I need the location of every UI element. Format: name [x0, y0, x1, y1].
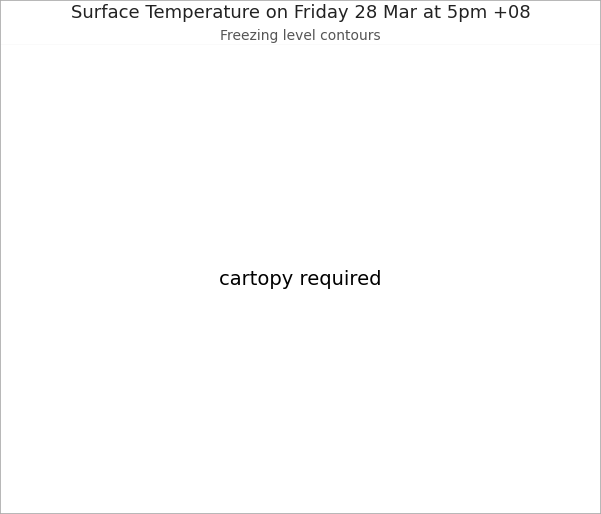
Text: Freezing level contours: Freezing level contours	[220, 29, 381, 43]
Text: Surface Temperature on Friday 28 Mar at 5pm +08: Surface Temperature on Friday 28 Mar at …	[71, 4, 530, 22]
Text: cartopy required: cartopy required	[219, 270, 382, 289]
